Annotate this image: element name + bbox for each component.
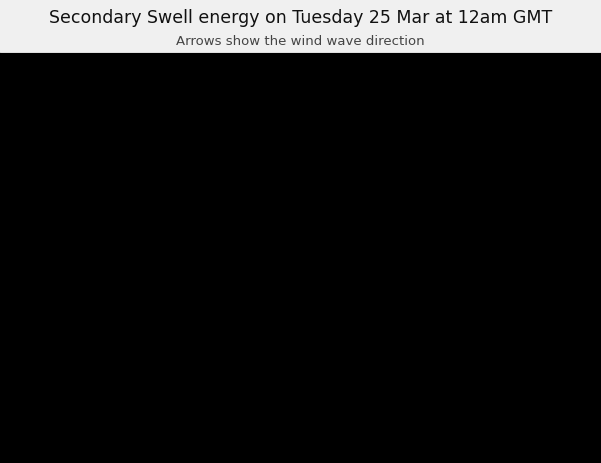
Text: Secondary Swell energy on Tuesday 25 Mar at 12am GMT: Secondary Swell energy on Tuesday 25 Mar…	[49, 9, 552, 27]
Text: Arrows show the wind wave direction: Arrows show the wind wave direction	[176, 35, 425, 48]
